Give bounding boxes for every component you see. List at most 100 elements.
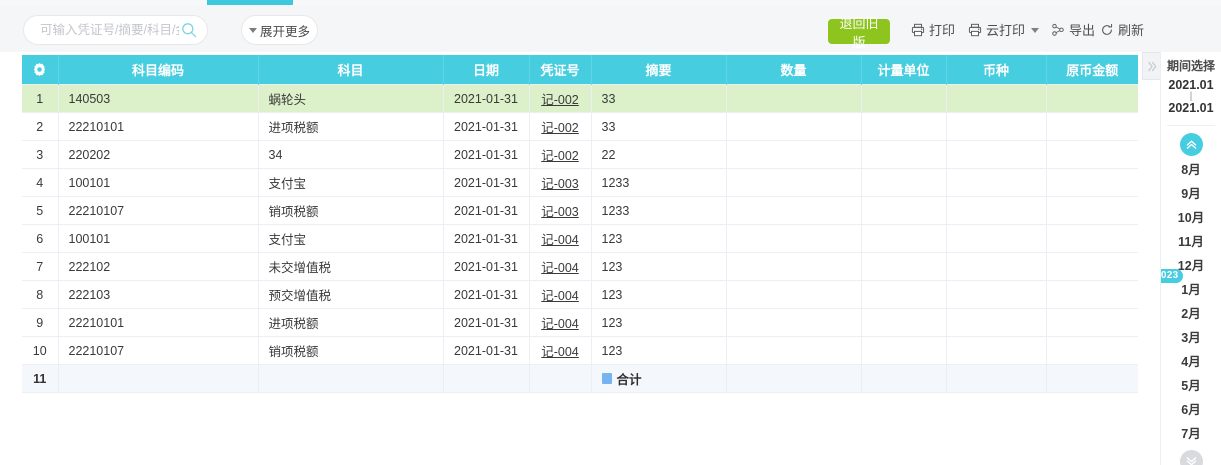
cell-quantity (726, 280, 862, 309)
header-original-amount[interactable]: 原币金额 (1046, 55, 1138, 85)
month-item[interactable]: 20231月 (1161, 268, 1221, 302)
table-row[interactable]: 8 222103 预交增值税 2021-01-31 记-004 123 (22, 280, 1138, 309)
voucher-link[interactable]: 记-004 (541, 261, 579, 275)
header-abstract[interactable]: 摘要 (591, 55, 727, 85)
period-selector-panel: 期间选择 2021.01 | 2021.01 8月 9月 10月 11月 12月2023… (1160, 52, 1221, 465)
chevron-down-icon (248, 27, 257, 33)
header-unit[interactable]: 计量单位 (861, 55, 947, 85)
table-row[interactable]: 1 140503 蜗轮头 2021-01-31 记-002 33 (22, 84, 1138, 113)
search-input[interactable] (38, 22, 181, 38)
voucher-link[interactable]: 记-004 (541, 233, 579, 247)
cell-abstract: 22 (591, 140, 727, 169)
cell-voucher-no[interactable]: 记-004 (529, 280, 592, 309)
print-button[interactable]: 打印 (911, 23, 955, 37)
table-row[interactable]: 9 22210101 进项税额 2021-01-31 记-004 123 (22, 308, 1138, 337)
period-scroll-down-button[interactable] (1179, 449, 1203, 465)
voucher-link[interactable]: 记-002 (541, 149, 579, 163)
month-item[interactable]: 4月 (1161, 350, 1221, 374)
total-row-cell (726, 364, 862, 393)
cell-unit (861, 140, 947, 169)
gear-icon[interactable] (32, 62, 47, 77)
voucher-link[interactable]: 记-002 (541, 93, 579, 107)
cell-voucher-no[interactable]: 记-002 (529, 84, 592, 113)
month-item[interactable]: 8月 (1161, 158, 1221, 182)
header-subject-code[interactable]: 科目编码 (58, 55, 259, 85)
row-index: 4 (22, 168, 59, 197)
cell-abstract: 33 (591, 112, 727, 141)
panel-collapse-handle[interactable] (1142, 52, 1162, 80)
cell-currency (946, 280, 1047, 309)
cell-original-amount (1046, 168, 1138, 197)
expand-more-button[interactable]: 展开更多 (241, 15, 318, 45)
row-index: 7 (22, 252, 59, 281)
chevron-double-down-icon[interactable] (1185, 455, 1198, 465)
period-range-end[interactable]: 2021.01 (1168, 101, 1214, 116)
header-currency[interactable]: 币种 (946, 55, 1047, 85)
cloud-print-button[interactable]: 云打印 (968, 23, 1040, 37)
active-tab-indicator[interactable] (207, 0, 293, 5)
month-label: 7月 (1181, 426, 1201, 441)
month-item[interactable]: 5月 (1161, 374, 1221, 398)
cell-voucher-no[interactable]: 记-004 (529, 252, 592, 281)
chevron-double-right-icon[interactable] (1146, 60, 1159, 73)
voucher-link[interactable]: 记-004 (541, 345, 579, 359)
search-icon[interactable] (181, 22, 197, 38)
month-item[interactable]: 7月 (1161, 422, 1221, 446)
table-row[interactable]: 2 22210101 进项税额 2021-01-31 记-002 33 (22, 112, 1138, 141)
cell-voucher-no[interactable]: 记-004 (529, 336, 592, 365)
period-panel-title: 期间选择 (1166, 59, 1215, 73)
period-scroll-up-button[interactable] (1179, 132, 1203, 156)
header-voucher-no[interactable]: 凭证号 (529, 55, 592, 85)
period-range-start[interactable]: 2021.01 (1168, 77, 1214, 92)
chevron-down-icon[interactable] (1031, 27, 1040, 33)
cell-date: 2021-01-31 (443, 140, 530, 169)
rollback-old-version-button[interactable]: 退回旧版 (828, 16, 890, 50)
cell-date: 2021-01-31 (443, 168, 530, 197)
cell-unit (861, 308, 947, 337)
table-row[interactable]: 3 220202 34 2021-01-31 记-002 22 (22, 140, 1138, 169)
cell-date: 2021-01-31 (443, 252, 530, 281)
cell-quantity (726, 196, 862, 225)
voucher-link[interactable]: 记-004 (541, 289, 579, 303)
table-row[interactable]: 6 100101 支付宝 2021-01-31 记-004 123 (22, 224, 1138, 253)
search-box[interactable] (23, 15, 208, 45)
cell-voucher-no[interactable]: 记-004 (529, 224, 592, 253)
month-item[interactable]: 11月 (1161, 230, 1221, 254)
row-index: 2 (22, 112, 59, 141)
header-date[interactable]: 日期 (443, 55, 530, 85)
table-row[interactable]: 5 22210107 销项税额 2021-01-31 记-003 1233 (22, 196, 1138, 225)
cell-date: 2021-01-31 (443, 196, 530, 225)
month-item[interactable]: 9月 (1161, 182, 1221, 206)
chevron-double-up-icon[interactable] (1185, 138, 1198, 151)
cell-voucher-no[interactable]: 记-002 (529, 140, 592, 169)
month-item[interactable]: 3月 (1161, 326, 1221, 350)
table-row[interactable]: 4 100101 支付宝 2021-01-31 记-003 1233 (22, 168, 1138, 197)
export-button[interactable]: 导出 (1051, 23, 1095, 37)
month-item[interactable]: 10月 (1161, 206, 1221, 230)
cell-voucher-no[interactable]: 记-002 (529, 112, 592, 141)
header-subject[interactable]: 科目 (258, 55, 444, 85)
voucher-link[interactable]: 记-002 (541, 121, 579, 135)
cell-date: 2021-01-31 (443, 336, 530, 365)
column-settings-header[interactable] (22, 55, 59, 85)
cell-date: 2021-01-31 (443, 308, 530, 337)
voucher-link[interactable]: 记-003 (541, 177, 579, 191)
cell-voucher-no[interactable]: 记-004 (529, 308, 592, 337)
cell-subject: 蜗轮头 (258, 84, 444, 113)
ledger-table: 科目编码 科目 日期 凭证号 摘要 数量 计量单位 币种 原币金额 1 14050… (22, 55, 1138, 393)
voucher-link[interactable]: 记-004 (541, 317, 579, 331)
table-row[interactable]: 10 22210107 销项税额 2021-01-31 记-004 123 (22, 336, 1138, 365)
row-index: 10 (22, 336, 59, 365)
month-item[interactable]: 12月 (1161, 254, 1221, 278)
cell-voucher-no[interactable]: 记-003 (529, 196, 592, 225)
month-item[interactable]: 6月 (1161, 398, 1221, 422)
month-item[interactable]: 2月 (1161, 302, 1221, 326)
period-range[interactable]: 2021.01 | 2021.01 (1161, 75, 1221, 117)
table-row[interactable]: 7 222102 未交增值税 2021-01-31 记-004 123 (22, 252, 1138, 281)
header-quantity[interactable]: 数量 (726, 55, 862, 85)
cell-voucher-no[interactable]: 记-003 (529, 168, 592, 197)
cell-date: 2021-01-31 (443, 280, 530, 309)
export-icon (1052, 23, 1064, 36)
refresh-button[interactable]: 刷新 (1100, 23, 1144, 37)
voucher-link[interactable]: 记-003 (541, 205, 579, 219)
